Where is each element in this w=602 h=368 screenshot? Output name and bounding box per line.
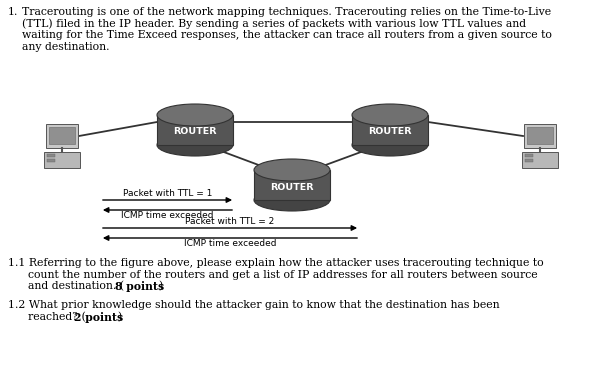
Text: Packet with TTL = 2: Packet with TTL = 2 [185,217,275,226]
Bar [522,152,558,168]
Text: 8 points: 8 points [115,281,164,292]
Ellipse shape [254,159,330,181]
Text: 2 points: 2 points [74,312,123,323]
Text: ): ) [117,312,121,322]
Text: ROUTER: ROUTER [368,127,412,137]
Ellipse shape [157,104,233,126]
Ellipse shape [352,104,428,126]
Text: 1.: 1. [8,7,19,17]
Text: Tracerouting is one of the network mapping techniques. Tracerouting relies on th: Tracerouting is one of the network mappi… [22,7,551,17]
Bar [44,152,80,168]
Bar [525,159,533,162]
Bar [46,124,78,148]
Text: any destination.: any destination. [22,42,110,52]
Ellipse shape [254,189,330,211]
Bar [157,115,233,145]
Bar [254,170,330,200]
Text: ROUTER: ROUTER [173,127,217,137]
Text: ICMP time exceeded: ICMP time exceeded [121,211,214,220]
Bar [49,127,75,144]
Ellipse shape [352,134,428,156]
Text: ): ) [158,281,163,291]
Bar [524,124,556,148]
Text: Packet with TTL = 1: Packet with TTL = 1 [123,189,212,198]
Bar [527,127,553,144]
Text: 1.2 What prior knowledge should the attacker gain to know that the destination h: 1.2 What prior knowledge should the atta… [8,301,500,311]
Text: reached? (: reached? ( [28,312,86,322]
Bar [47,154,55,157]
Text: waiting for the Time Exceed responses, the attacker can trace all routers from a: waiting for the Time Exceed responses, t… [22,30,552,40]
Bar [525,154,533,157]
Text: ICMP time exceeded: ICMP time exceeded [184,239,276,248]
Text: (TTL) filed in the IP header. By sending a series of packets with various low TT: (TTL) filed in the IP header. By sending… [22,18,526,29]
Text: 1.1 Referring to the figure above, please explain how the attacker uses tracerou: 1.1 Referring to the figure above, pleas… [8,258,544,268]
Text: count the number of the routers and get a list of IP addresses for all routers b: count the number of the routers and get … [28,269,538,280]
Text: ROUTER: ROUTER [270,183,314,191]
Text: and destination. (: and destination. ( [28,281,124,291]
Ellipse shape [157,134,233,156]
Bar [47,159,55,162]
Bar [352,115,428,145]
